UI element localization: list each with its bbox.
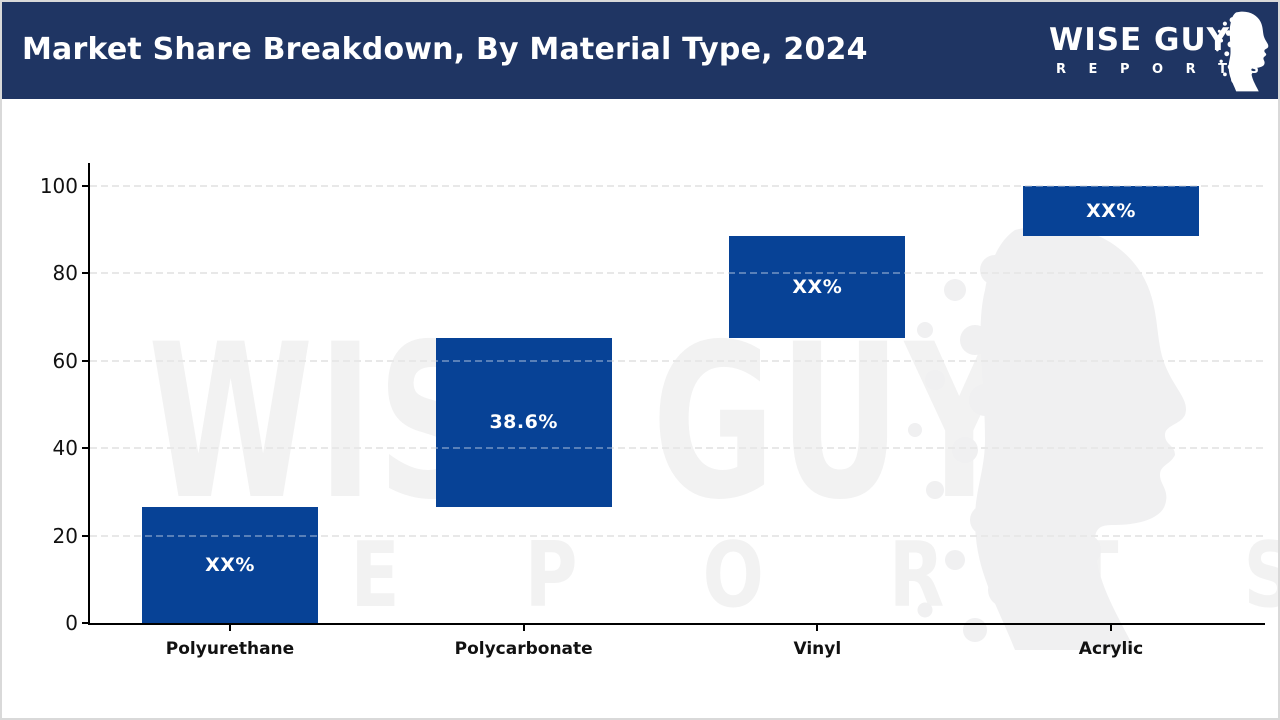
dotted-face-icon bbox=[908, 225, 1186, 650]
gridline-y40 bbox=[90, 447, 1265, 450]
x-axis-category-label: Vinyl bbox=[793, 639, 842, 659]
x-axis-category-label: Acrylic bbox=[1078, 639, 1144, 659]
dotted-face-icon bbox=[1216, 11, 1269, 92]
gridline-overlay-y60 bbox=[90, 359, 1265, 362]
bar-segment-polycarbonate: 38.6% bbox=[435, 338, 612, 507]
y-axis-tick-label: 80 bbox=[52, 261, 78, 286]
gridline-y100 bbox=[90, 185, 1265, 187]
x-axis-tick bbox=[522, 625, 525, 631]
brand-logo: WISE GUY R E P O R T S bbox=[1016, 6, 1269, 94]
bar-segment-acrylic: XX% bbox=[1023, 186, 1199, 236]
x-axis-tick bbox=[229, 625, 231, 631]
x-axis-category-label: Polycarbonate bbox=[454, 639, 593, 659]
y-axis-tick-label: 0 bbox=[65, 611, 78, 635]
y-axis-tick-label: 60 bbox=[52, 348, 78, 373]
y-axis-tick bbox=[82, 272, 90, 275]
y-axis-tick-label: 20 bbox=[52, 523, 78, 548]
y-axis-tick bbox=[82, 622, 90, 624]
y-axis-tick-label: 40 bbox=[52, 436, 78, 461]
bar-segment-polyurethane: XX% bbox=[142, 506, 318, 623]
header-bar: Market Share Breakdown, By Material Type… bbox=[0, 0, 1280, 99]
y-axis-tick bbox=[82, 359, 90, 362]
gridline-y60 bbox=[90, 359, 1265, 362]
brand-wordmark: WISE GUY bbox=[1049, 22, 1231, 58]
x-axis-tick bbox=[816, 625, 819, 631]
bar-segment-vinyl: XX% bbox=[729, 235, 906, 339]
y-axis-spine bbox=[88, 163, 90, 625]
gridline-overlay-y100 bbox=[90, 185, 1265, 187]
x-axis-category-label: Polyurethane bbox=[165, 639, 295, 659]
bar-value-label: XX% bbox=[792, 275, 843, 298]
page-title: Market Share Breakdown, By Material Type… bbox=[22, 32, 868, 67]
y-axis-tick bbox=[82, 185, 90, 187]
y-axis-tick bbox=[82, 534, 90, 537]
y-axis-tick bbox=[82, 447, 90, 450]
gridline-overlay-y40 bbox=[90, 447, 1265, 450]
gridline-overlay-y80 bbox=[90, 272, 1265, 275]
bar-value-label: XX% bbox=[1086, 199, 1136, 222]
x-axis-tick bbox=[1110, 625, 1112, 631]
brand-sub-wordmark: R E P O R T S bbox=[1056, 62, 1268, 77]
bar-value-label: XX% bbox=[205, 553, 255, 576]
gridline-y20 bbox=[90, 534, 1265, 537]
gridline-y80 bbox=[90, 272, 1265, 275]
y-axis-tick-label: 100 bbox=[39, 174, 78, 198]
gridline-overlay-y20 bbox=[90, 534, 1265, 537]
x-axis-spine bbox=[88, 623, 1265, 625]
bar-value-label: 38.6% bbox=[489, 411, 558, 434]
